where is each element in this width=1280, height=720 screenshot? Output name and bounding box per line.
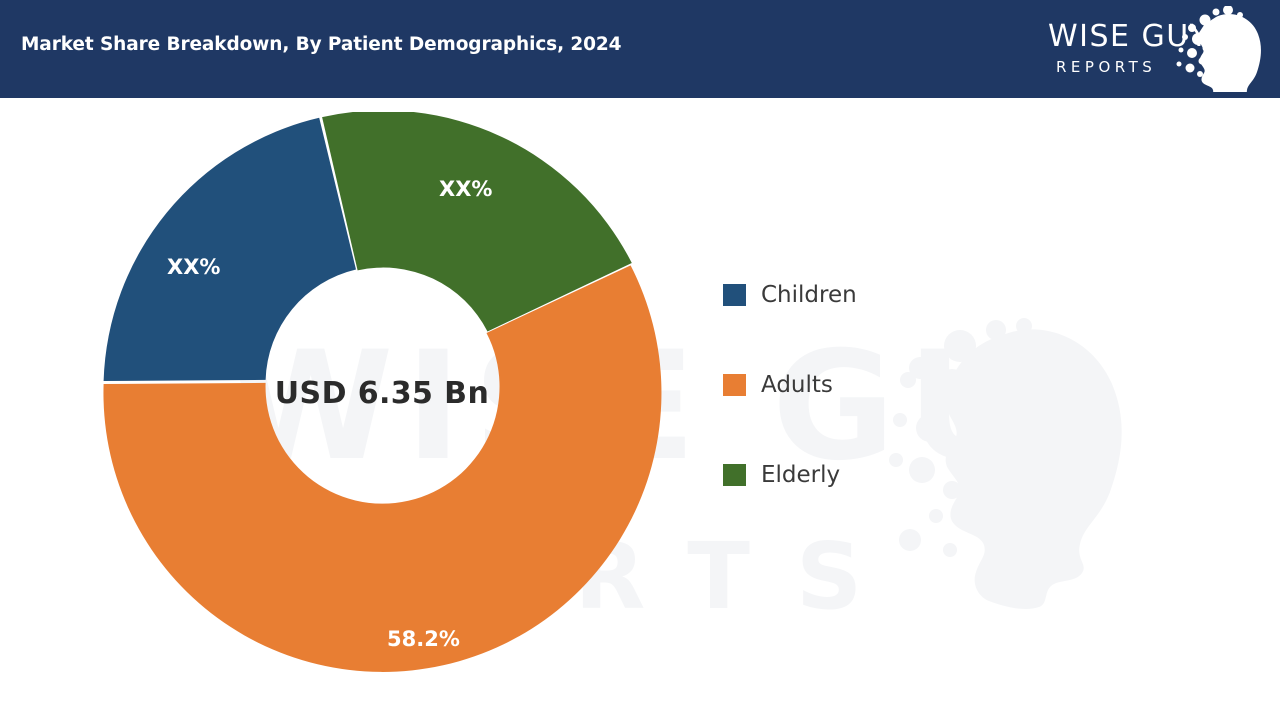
wise-guy-reports-logo: WISE GUY REPORTS <box>1042 6 1272 92</box>
donut-slice-adults[interactable] <box>103 265 662 672</box>
donut-chart: USD 6.35 Bn XX% 58.2% XX% <box>102 112 662 672</box>
legend-item-children[interactable]: Children <box>723 250 983 340</box>
legend-swatch-elderly <box>723 464 746 486</box>
logo-head-profile-icon <box>1176 6 1261 92</box>
donut-slice-elderly[interactable] <box>322 112 632 332</box>
legend-label-adults: Adults <box>761 372 833 398</box>
logo-wordmark-line2: REPORTS <box>1056 58 1156 76</box>
donut-center-label: USD 6.35 Bn <box>274 376 490 411</box>
header-bar: Market Share Breakdown, By Patient Demog… <box>0 0 1280 98</box>
slice-label-adults: 58.2% <box>387 627 460 651</box>
legend-item-elderly[interactable]: Elderly <box>723 430 983 520</box>
legend-swatch-adults <box>723 374 746 396</box>
legend-label-children: Children <box>761 282 857 308</box>
donut-slice-children[interactable] <box>103 117 356 382</box>
slice-label-elderly: XX% <box>439 177 493 201</box>
page-title: Market Share Breakdown, By Patient Demog… <box>21 34 622 55</box>
legend-item-adults[interactable]: Adults <box>723 340 983 430</box>
legend-label-elderly: Elderly <box>761 462 841 488</box>
slice-label-children: XX% <box>167 255 221 279</box>
chart-legend: Children Adults Elderly <box>723 250 983 520</box>
legend-swatch-children <box>723 284 746 306</box>
chart-canvas: WISE GU EPORTS <box>0 98 1280 720</box>
